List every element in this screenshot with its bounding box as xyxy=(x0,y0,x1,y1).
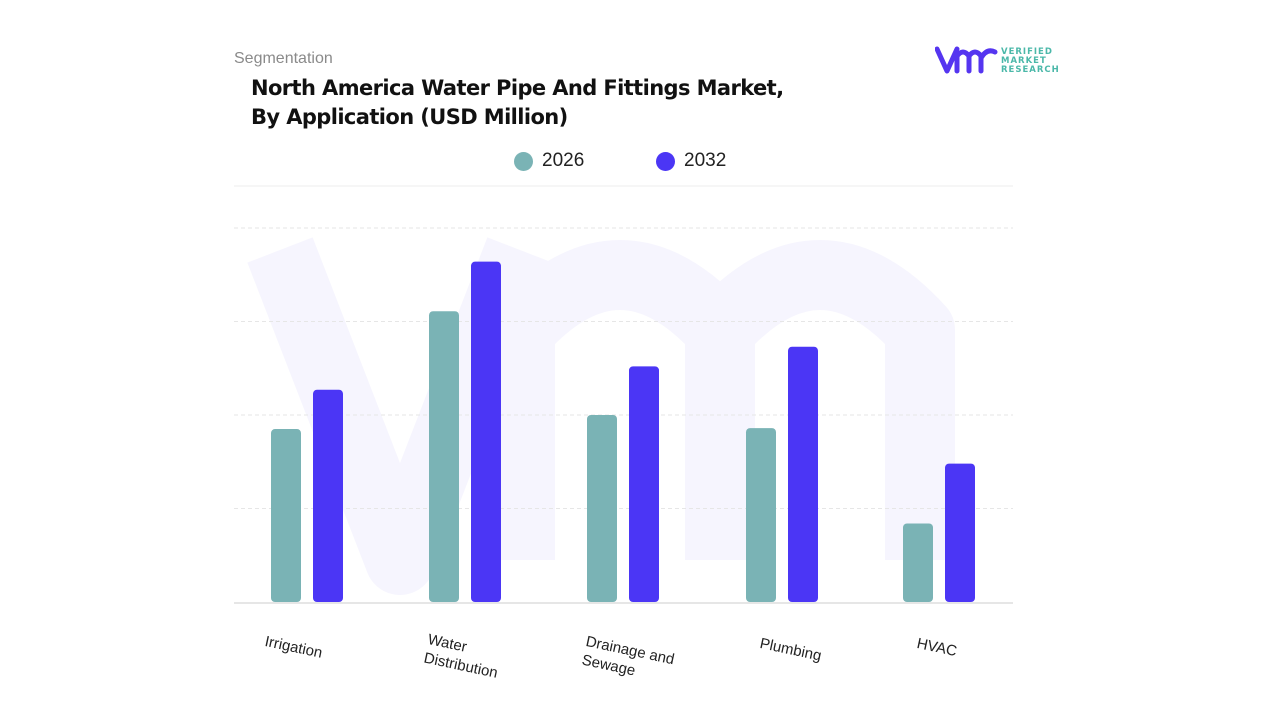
legend-label: 2032 xyxy=(684,150,727,171)
legend-swatch-2032 xyxy=(656,151,675,171)
vmr-logo: VERIFIED MARKET RESEARCH xyxy=(934,44,1065,81)
bar-2026-irrigation xyxy=(271,429,301,602)
bar-2032-water-distribution xyxy=(471,261,501,602)
legend-item-2032: 2032 xyxy=(656,150,726,172)
x-tick-label: Irrigation xyxy=(263,632,324,662)
bar-2032-hvac xyxy=(945,463,975,602)
bar-2032-drainage-and-sewage xyxy=(629,366,659,602)
bar-2026-water-distribution xyxy=(429,311,459,602)
x-tick-label: HVAC xyxy=(915,634,959,661)
legend-swatch-2026 xyxy=(514,151,533,171)
svg-text:MARKET: MARKET xyxy=(1001,56,1047,66)
bar-2026-plumbing xyxy=(746,428,776,602)
bar-2032-plumbing xyxy=(788,346,818,602)
bar-2026-hvac xyxy=(903,523,933,602)
bar-2032-irrigation xyxy=(313,389,343,602)
legend-label: 2026 xyxy=(542,150,585,171)
x-tick-label: Plumbing xyxy=(758,634,823,665)
svg-text:VERIFIED: VERIFIED xyxy=(1001,47,1053,57)
x-tick-label: Water Distribution xyxy=(422,630,500,682)
svg-text:RESEARCH: RESEARCH xyxy=(1001,65,1060,75)
segment-label: Segmentation xyxy=(234,50,333,67)
legend-item-2026: 2026 xyxy=(514,150,584,172)
watermark-logo xyxy=(247,237,955,595)
chart-title: North America Water Pipe And Fittings Ma… xyxy=(251,76,784,129)
x-tick-label: Drainage and Sewage xyxy=(580,632,676,680)
bar-2026-drainage-and-sewage xyxy=(587,415,617,602)
